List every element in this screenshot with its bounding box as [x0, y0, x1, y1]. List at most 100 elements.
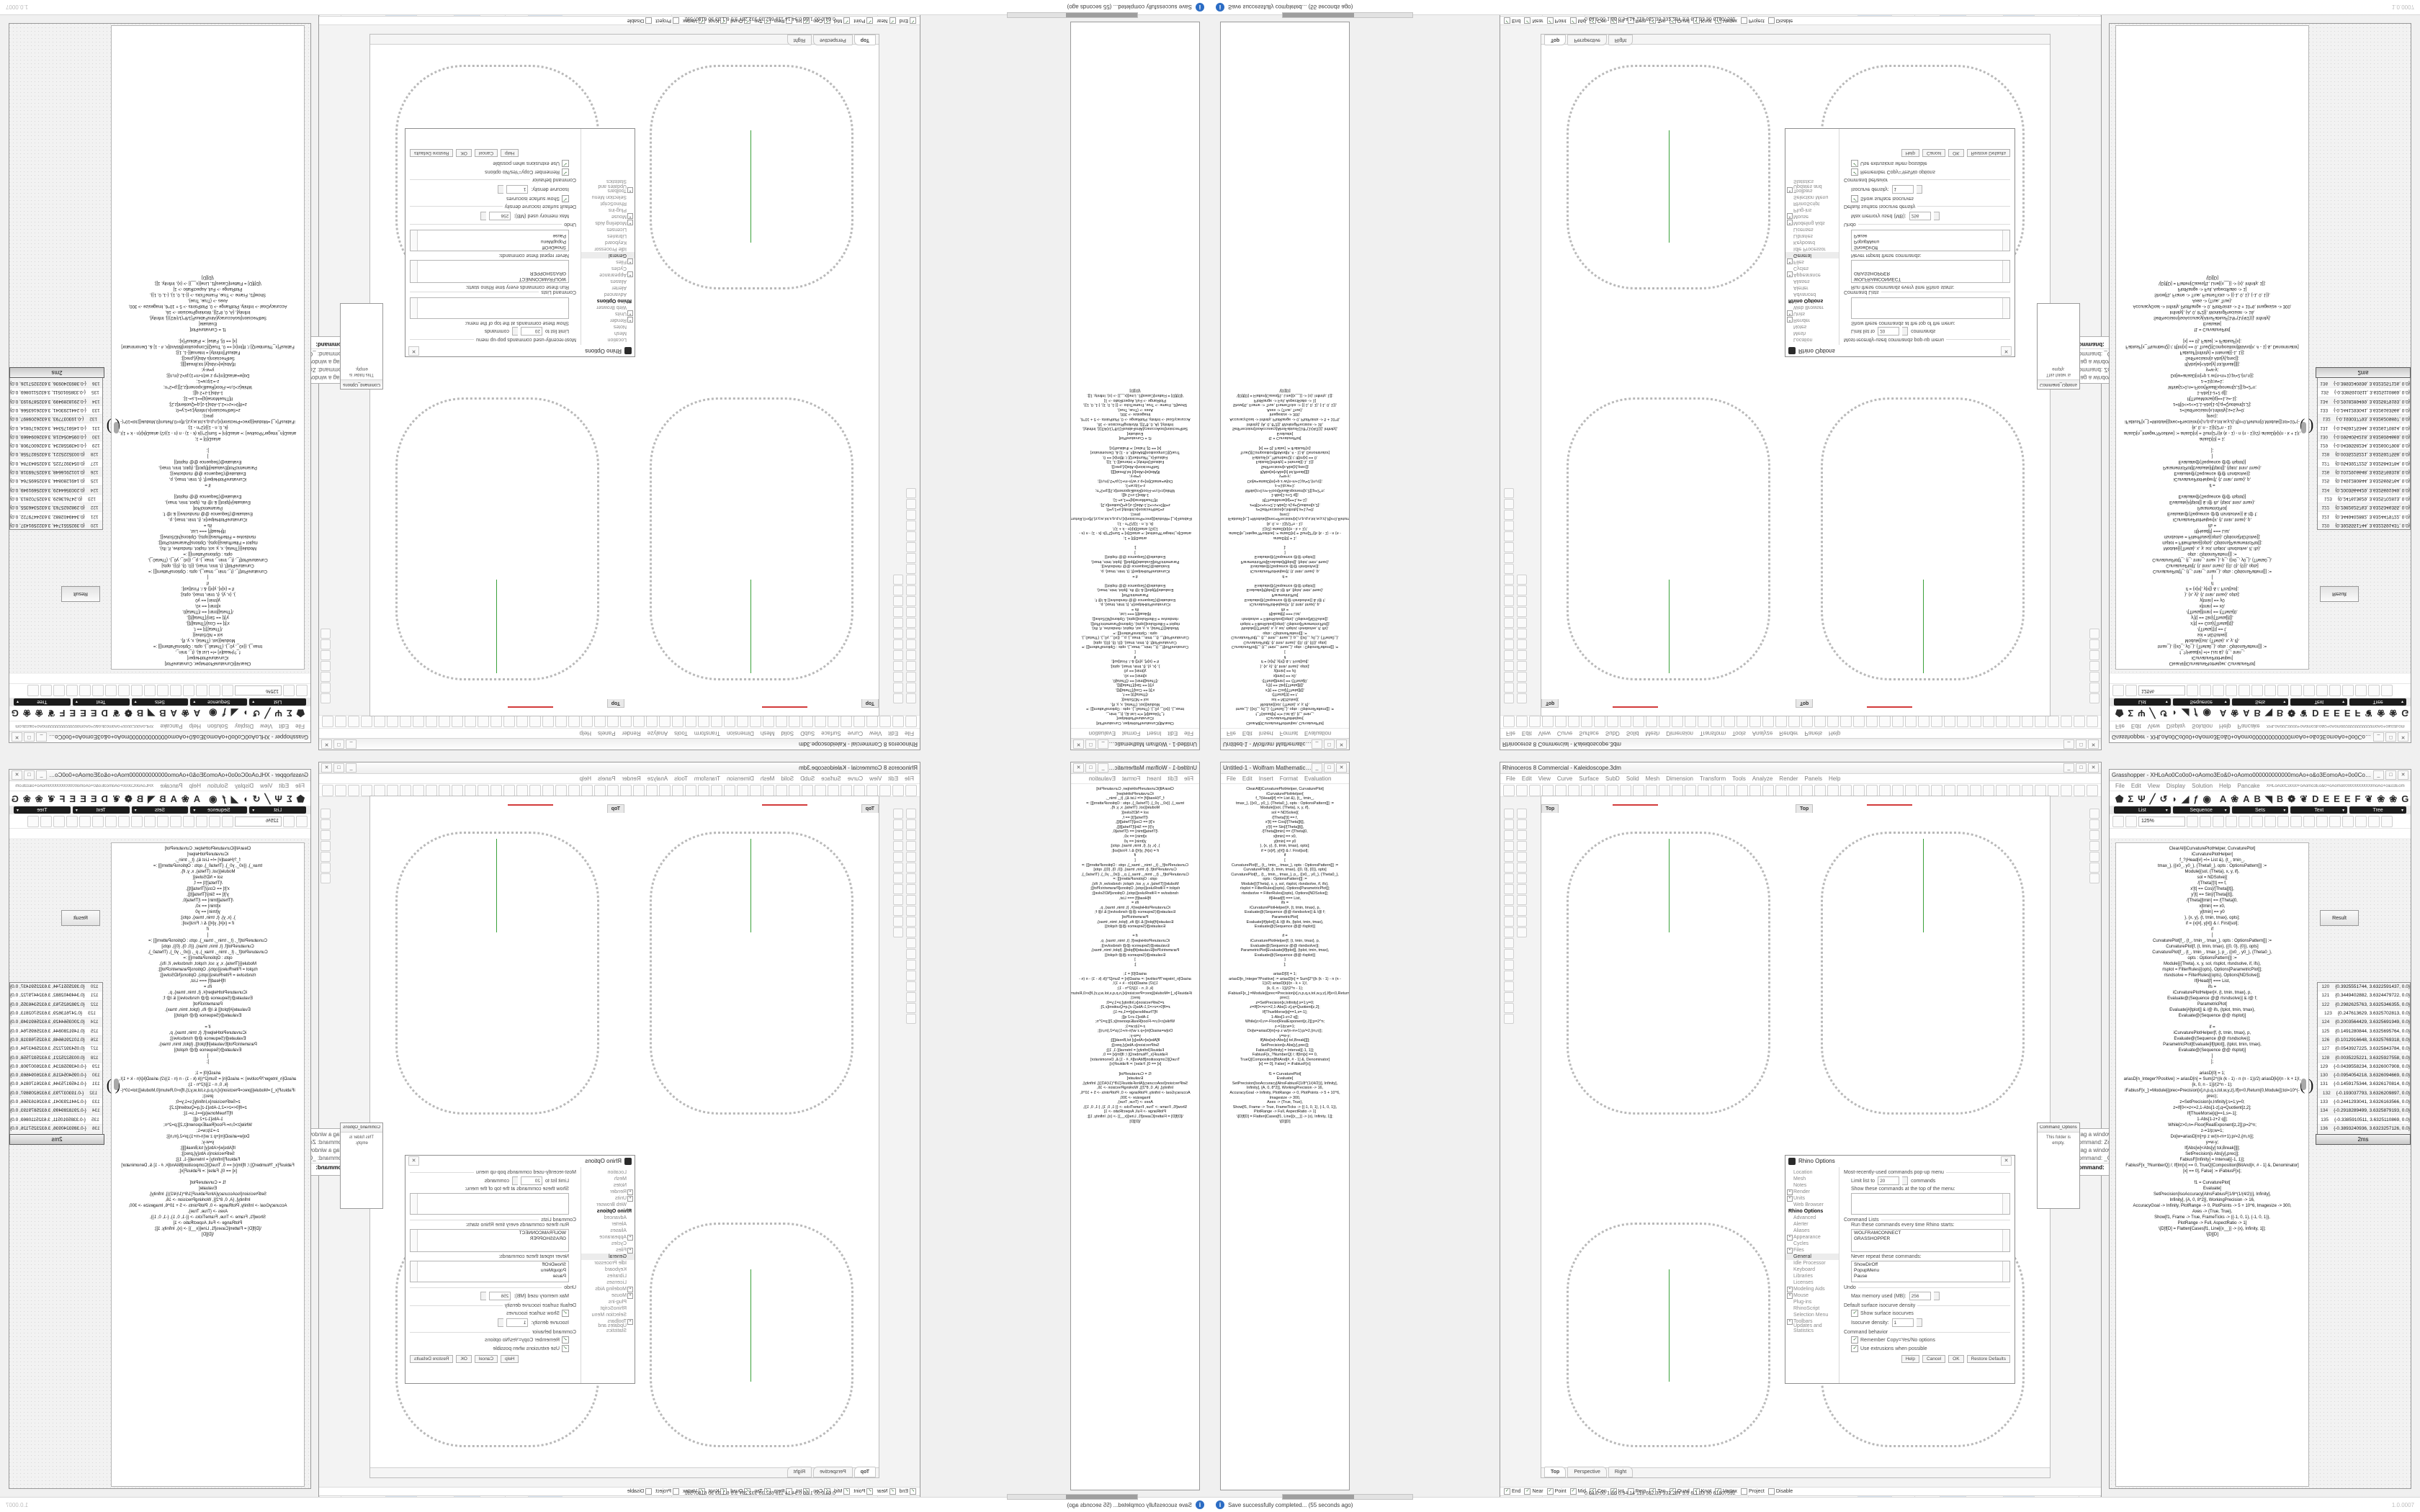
menu-edit[interactable]: Edit — [1168, 730, 1178, 737]
menu-edit[interactable]: Edit — [1521, 775, 1532, 782]
result-component[interactable]: Result — [2320, 910, 2359, 926]
osnap-end[interactable]: ✓ End — [900, 17, 916, 24]
grasshopper-canvas[interactable]: ClearAll[iCurvaturePlotHelper, Curvature… — [2110, 838, 2411, 1488]
chevron-down-icon[interactable]: ▾ — [2401, 699, 2403, 704]
shade-white-icon[interactable] — [66, 815, 78, 827]
close-icon[interactable]: ✕ — [1336, 763, 1347, 773]
menu-format[interactable]: Format — [1121, 775, 1141, 782]
checkbox-icon[interactable]: ✓ — [1569, 17, 1577, 24]
transform-tool-icon[interactable] — [906, 960, 917, 970]
options-tree-item-alerter[interactable]: Alerter — [1785, 284, 1839, 291]
expand-icon[interactable]: + — [1787, 1235, 1793, 1241]
max-memory-stepper[interactable] — [480, 212, 487, 220]
open-file-icon[interactable] — [1516, 784, 1528, 796]
arc-tool-icon[interactable] — [906, 863, 917, 873]
properties-panel-icon[interactable] — [321, 819, 331, 829]
options-titlebar[interactable]: Rhino Options ✕ — [1785, 346, 2015, 356]
max-memory-input[interactable]: 256 — [1909, 212, 1931, 220]
rotate-view-icon[interactable] — [1659, 716, 1670, 728]
expand-icon[interactable]: + — [1787, 187, 1793, 193]
gh-letter-glyph-11[interactable]: E — [2344, 708, 2351, 719]
grasshopper-data-panel[interactable]: 120 {0.3925551744, 3.6322591437, 0.0} 121{… — [9, 377, 103, 530]
snap-icon[interactable] — [1516, 693, 1527, 703]
gh-letter-glyph-6[interactable]: ❁ — [2287, 708, 2296, 719]
snap-icon[interactable] — [893, 693, 904, 703]
save-file-icon[interactable] — [1529, 716, 1541, 728]
listbox-scrollbar[interactable] — [411, 261, 418, 282]
menu-render[interactable]: Render — [622, 730, 641, 737]
grid-icon[interactable] — [1516, 683, 1527, 693]
render-icon[interactable] — [724, 784, 735, 796]
rhino-toolbar[interactable] — [319, 715, 920, 728]
rotate-view-icon[interactable] — [1516, 917, 1527, 927]
viewport-tab-perspective[interactable]: Perspective — [1567, 1467, 1607, 1477]
gh-menu-view[interactable]: View — [2147, 783, 2160, 789]
rotate-view-icon[interactable] — [893, 917, 904, 927]
chevron-down-icon[interactable]: ▾ — [252, 808, 255, 813]
options-tree-item-mesh[interactable]: Mesh — [1785, 1176, 1839, 1182]
menu-solid[interactable]: Solid — [781, 775, 794, 782]
copy-icon[interactable] — [841, 716, 852, 728]
isocurve-density-input[interactable]: 1 — [1891, 1318, 1914, 1327]
options-tree-item-render[interactable]: + Render — [1785, 1189, 1839, 1195]
materials-panel-icon[interactable] — [321, 661, 331, 671]
lights-panel-icon[interactable] — [321, 852, 331, 862]
options-tree-item-keyboard[interactable]: Keyboard — [1785, 1266, 1839, 1273]
options-tree-item-location[interactable]: Location — [1785, 1169, 1839, 1176]
dimension-tool-icon[interactable] — [1503, 531, 1514, 541]
gh-component-glyph-4[interactable]: ↺ — [252, 793, 261, 804]
zoom-extents-icon[interactable] — [776, 784, 787, 796]
undo-icon[interactable] — [1594, 716, 1605, 728]
widget-icon[interactable] — [2316, 685, 2328, 697]
ungroup-icon[interactable] — [1762, 784, 1774, 796]
menu-analyze[interactable]: Analyze — [1752, 730, 1773, 737]
select-icon[interactable] — [672, 784, 684, 796]
help-panel-icon[interactable] — [321, 873, 331, 883]
materials-panel-icon[interactable] — [321, 841, 331, 851]
checkbox-icon[interactable]: ✓ — [1669, 1488, 1676, 1495]
checkbox-icon[interactable]: ✓ — [1589, 1488, 1596, 1495]
open-file-icon[interactable] — [296, 685, 308, 697]
limit-list-stepper[interactable] — [1902, 1176, 1909, 1185]
options-tree-item-cycles[interactable]: Cycles — [1785, 265, 1839, 271]
viewport-tab-right[interactable]: Right — [1608, 1467, 1634, 1477]
options-tree-item-mesh[interactable]: Mesh — [581, 1176, 635, 1182]
gh-letter-glyph-7[interactable]: ❦ — [2300, 708, 2308, 719]
checkbox-icon[interactable] — [645, 17, 653, 24]
gh-menu-display[interactable]: Display — [234, 723, 254, 729]
shade-icon[interactable] — [1516, 927, 1527, 937]
boolean-difference-icon[interactable] — [1944, 716, 1955, 728]
layer-tool-icon[interactable] — [906, 1003, 917, 1013]
chevron-down-icon[interactable]: ▾ — [2283, 808, 2286, 813]
checkbox-icon[interactable]: ✓ — [843, 17, 851, 24]
trim-icon[interactable] — [1801, 716, 1813, 728]
layers-icon[interactable] — [711, 716, 722, 728]
gh-menu-edit[interactable]: Edit — [2130, 783, 2141, 789]
curve-tool-icon[interactable] — [1503, 830, 1514, 840]
chevron-down-icon[interactable]: ▾ — [2165, 808, 2168, 813]
component-grip[interactable] — [114, 422, 119, 433]
minimize-icon[interactable]: _ — [346, 739, 357, 749]
polyline-tool-icon[interactable] — [1503, 852, 1514, 862]
grasshopper-window[interactable]: Grasshopper - XHLoAo0Co0o0+oAomo3Eo&0+oA… — [9, 23, 311, 743]
expand-icon[interactable]: + — [1787, 271, 1793, 277]
grasshopper-tabs[interactable]: List ▾ Sequence ▾ Sets ▾ Text ▾ Tree ▾ — [9, 698, 310, 706]
preview-orange-icon[interactable] — [2381, 815, 2393, 827]
array-icon[interactable] — [1866, 716, 1878, 728]
cancel-button[interactable]: Cancel — [474, 1355, 498, 1363]
osnap-project[interactable]: Project — [1741, 17, 1765, 24]
grasshopper-data-panel[interactable]: 120 {0.3925551744, 3.6322591437, 0.0} 121{… — [9, 982, 103, 1135]
lights-panel-icon[interactable] — [321, 650, 331, 660]
gh-component-glyph-2[interactable]: Ψ — [274, 708, 282, 719]
options-tree-item-files[interactable]: + Files — [1785, 1247, 1839, 1254]
gh-letter-glyph-10[interactable]: E — [80, 708, 86, 719]
curve-tool-icon[interactable] — [906, 672, 917, 682]
isocurve-density-stepper[interactable] — [1916, 1318, 1922, 1327]
print-icon[interactable] — [1542, 716, 1554, 728]
filter-icon[interactable] — [893, 639, 904, 649]
ok-button[interactable]: OK — [1948, 1355, 1964, 1363]
options-tree-item-render[interactable]: + Render — [581, 317, 635, 323]
gh-tab-sets[interactable]: Sets ▾ — [2231, 698, 2289, 706]
osnap-tan[interactable]: ✓ Tan — [1649, 1488, 1666, 1495]
